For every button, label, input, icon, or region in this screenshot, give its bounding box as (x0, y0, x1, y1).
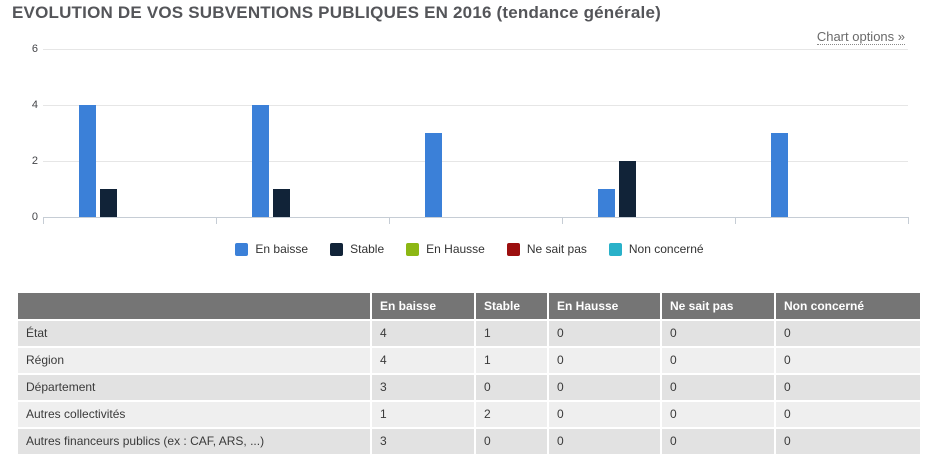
table-value-cell: 0 (776, 429, 920, 454)
table-header-cell (18, 293, 370, 319)
table-header-row: En baisse Stable En Hausse Ne sait pas Non c… (18, 293, 920, 319)
table-value-cell: 0 (662, 321, 774, 346)
table-value-cell: 4 (372, 321, 474, 346)
x-axis-tick (735, 217, 736, 224)
gridline (43, 161, 908, 162)
gridline (43, 217, 908, 218)
table-header-cell: En baisse (372, 293, 474, 319)
y-axis-tick-label: 2 (31, 155, 38, 167)
table-value-cell: 0 (549, 402, 660, 427)
x-axis-tick (43, 217, 44, 224)
table-value-cell: 0 (662, 348, 774, 373)
legend-swatch-icon (330, 242, 344, 256)
table-row: Autres collectivités 1 2 0 0 0 (18, 402, 920, 427)
gridline (43, 49, 908, 50)
row-label-cell: Autres financeurs publics (ex : CAF, ARS… (18, 429, 370, 454)
table-header-cell: Ne sait pas (662, 293, 774, 319)
legend-item[interactable]: En baisse (235, 242, 308, 256)
x-axis-tick (562, 217, 563, 224)
legend-label: Stable (350, 242, 385, 256)
table-value-cell: 1 (372, 402, 474, 427)
table-value-cell: 0 (776, 321, 920, 346)
chart-bar[interactable] (425, 133, 442, 217)
row-label-cell: Région (18, 348, 370, 373)
x-axis-tick (216, 217, 217, 224)
chart-bar[interactable] (252, 105, 269, 217)
row-label-cell: État (18, 321, 370, 346)
column-chart: 0 2 4 6 (31, 43, 909, 224)
y-axis-tick-label: 4 (31, 99, 38, 111)
table-row: État 4 1 0 0 0 (18, 321, 920, 346)
legend-swatch-icon (506, 242, 520, 256)
table-row: Région 4 1 0 0 0 (18, 348, 920, 373)
row-label-cell: Département (18, 375, 370, 400)
chart-bar[interactable] (100, 189, 117, 217)
legend-label: En baisse (255, 242, 309, 256)
legend-swatch-icon (406, 242, 420, 256)
legend-swatch-icon (235, 242, 249, 256)
table-value-cell: 4 (372, 348, 474, 373)
legend-item[interactable]: Non concerné (608, 242, 704, 256)
row-label-cell: Autres collectivités (18, 402, 370, 427)
table-value-cell: 0 (776, 348, 920, 373)
legend-label: En Hausse (426, 242, 485, 256)
page-title: EVOLUTION DE VOS SUBVENTIONS PUBLIQUES E… (12, 3, 661, 22)
chart-bar[interactable] (619, 161, 636, 217)
table-value-cell: 1 (476, 348, 547, 373)
chart-legend: En baisse Stable En Hausse Ne sait pas Non c… (0, 242, 939, 256)
table-value-cell: 0 (549, 429, 660, 454)
legend-item[interactable]: En Hausse (406, 242, 485, 256)
table-header-cell: En Hausse (549, 293, 660, 319)
results-table: En baisse Stable En Hausse Ne sait pas Non c… (16, 291, 922, 456)
chart-bar[interactable] (79, 105, 96, 217)
table-value-cell: 0 (662, 402, 774, 427)
table-body: État 4 1 0 0 0 Région 4 1 0 0 0 Département 3 0 0 0 0 Autr… (18, 321, 920, 454)
chart-bar[interactable] (598, 189, 615, 217)
table-row: Département 3 0 0 0 0 (18, 375, 920, 400)
legend-item[interactable]: Stable (330, 242, 384, 256)
gridline (43, 105, 908, 106)
chart-options-link[interactable]: Chart options » (816, 29, 905, 45)
table-value-cell: 1 (476, 321, 547, 346)
y-axis-tick-label: 6 (31, 43, 38, 55)
table-value-cell: 0 (549, 321, 660, 346)
chart-bar[interactable] (273, 189, 290, 217)
table-value-cell: 0 (476, 429, 547, 454)
table-value-cell: 3 (372, 429, 474, 454)
table-value-cell: 0 (662, 375, 774, 400)
table-value-cell: 0 (662, 429, 774, 454)
table-header: En baisse Stable En Hausse Ne sait pas Non c… (18, 293, 920, 319)
x-axis-tick (908, 217, 909, 224)
legend-label: Ne sait pas (526, 242, 587, 256)
x-axis-tick (389, 217, 390, 224)
table-header-cell: Stable (476, 293, 547, 319)
y-axis-tick-label: 0 (31, 211, 38, 223)
table-value-cell: 0 (776, 375, 920, 400)
legend-swatch-icon (608, 242, 622, 256)
table-value-cell: 0 (476, 375, 547, 400)
table-value-cell: 0 (776, 402, 920, 427)
table-value-cell: 0 (549, 348, 660, 373)
legend-item[interactable]: Ne sait pas (506, 242, 587, 256)
table-row: Autres financeurs publics (ex : CAF, ARS… (18, 429, 920, 454)
table-value-cell: 2 (476, 402, 547, 427)
table-value-cell: 0 (549, 375, 660, 400)
chart-bar[interactable] (771, 133, 788, 217)
legend-label: Non concerné (628, 242, 704, 256)
table-header-cell: Non concerné (776, 293, 920, 319)
table-value-cell: 3 (372, 375, 474, 400)
